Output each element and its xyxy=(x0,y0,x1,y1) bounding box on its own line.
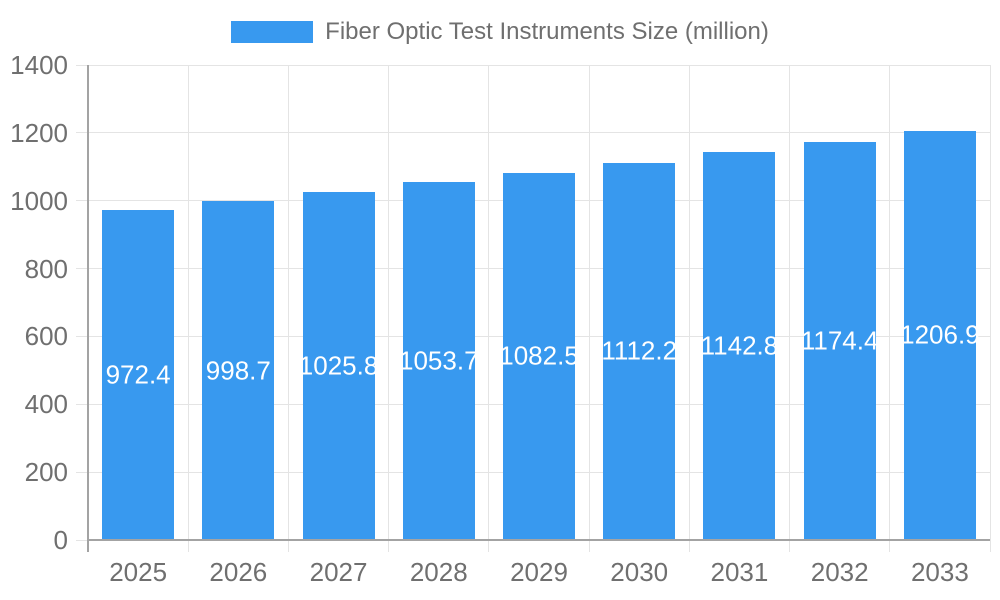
v-gridline xyxy=(588,65,590,540)
y-tick xyxy=(76,64,88,66)
bar[interactable]: 998.7 xyxy=(202,201,275,540)
x-tick xyxy=(588,540,590,552)
x-tick-label: 2032 xyxy=(810,557,869,587)
v-gridline xyxy=(688,65,690,540)
bar[interactable]: 1142.8 xyxy=(701,152,778,540)
v-gridline xyxy=(287,65,289,540)
legend-swatch xyxy=(231,21,314,43)
x-tick-label: 2026 xyxy=(209,557,268,587)
v-gridline xyxy=(187,65,189,540)
x-axis-line xyxy=(88,539,990,541)
bar-value-label: 998.7 xyxy=(205,355,271,386)
x-tick xyxy=(688,540,690,552)
y-tick-label: 800 xyxy=(24,253,68,284)
bar[interactable]: 1206.9 xyxy=(900,130,980,540)
bar[interactable]: 1082.5 xyxy=(499,172,579,540)
x-tick xyxy=(989,540,991,552)
y-tick-label: 600 xyxy=(24,321,68,352)
y-tick-label: 1400 xyxy=(10,50,68,80)
y-tick xyxy=(76,539,88,541)
bar-value-label: 1112.2 xyxy=(601,335,678,366)
bar[interactable]: 1053.7 xyxy=(399,182,479,540)
bar[interactable]: 1112.2 xyxy=(601,162,678,540)
x-tick-label: 2029 xyxy=(510,557,568,587)
v-gridline xyxy=(388,65,390,540)
bar-value-label: 1082.5 xyxy=(499,340,579,371)
v-gridline xyxy=(789,65,791,540)
y-tick-label: 1000 xyxy=(10,185,68,216)
x-tick xyxy=(187,540,189,552)
x-tick xyxy=(488,540,490,552)
y-tick-label: 400 xyxy=(24,389,68,420)
y-tick-label: 0 xyxy=(53,525,68,555)
v-gridline xyxy=(488,65,490,540)
bar-value-label: 1142.8 xyxy=(700,330,779,361)
x-tick-label: 2033 xyxy=(910,557,969,587)
x-tick xyxy=(388,540,390,552)
bar[interactable]: 1174.4 xyxy=(800,141,879,540)
y-tick xyxy=(76,335,88,337)
v-gridline xyxy=(989,65,991,540)
y-tick-label: 1200 xyxy=(10,117,68,148)
x-tick xyxy=(889,540,891,552)
x-tick-label: 2030 xyxy=(610,557,669,587)
y-axis-line xyxy=(87,65,89,552)
x-tick-label: 2028 xyxy=(409,557,468,587)
bar-value-label: 1025.8 xyxy=(298,350,379,381)
bar[interactable]: 1025.8 xyxy=(299,191,378,540)
y-tick-label: 200 xyxy=(24,457,68,488)
bar-value-label: 1206.9 xyxy=(900,319,980,350)
v-gridline xyxy=(889,65,891,540)
bar[interactable]: 972.4 xyxy=(102,210,175,540)
y-tick xyxy=(76,200,88,202)
y-tick xyxy=(76,268,88,270)
x-tick xyxy=(789,540,791,552)
legend[interactable]: Fiber Optic Test Instruments Size (milli… xyxy=(0,18,1000,46)
x-tick xyxy=(287,540,289,552)
bar-value-label: 1053.7 xyxy=(399,345,479,376)
bar-value-label: 972.4 xyxy=(105,359,171,390)
x-tick-label: 2025 xyxy=(109,557,168,587)
x-tick-label: 2031 xyxy=(710,557,769,587)
y-tick xyxy=(76,132,88,134)
x-tick-label: 2027 xyxy=(309,557,368,587)
legend-label: Fiber Optic Test Instruments Size (milli… xyxy=(325,18,769,45)
h-gridline xyxy=(88,132,990,134)
bar-value-label: 1174.4 xyxy=(800,325,879,356)
h-gridline xyxy=(88,64,990,66)
y-tick xyxy=(76,403,88,405)
y-tick xyxy=(76,471,88,473)
